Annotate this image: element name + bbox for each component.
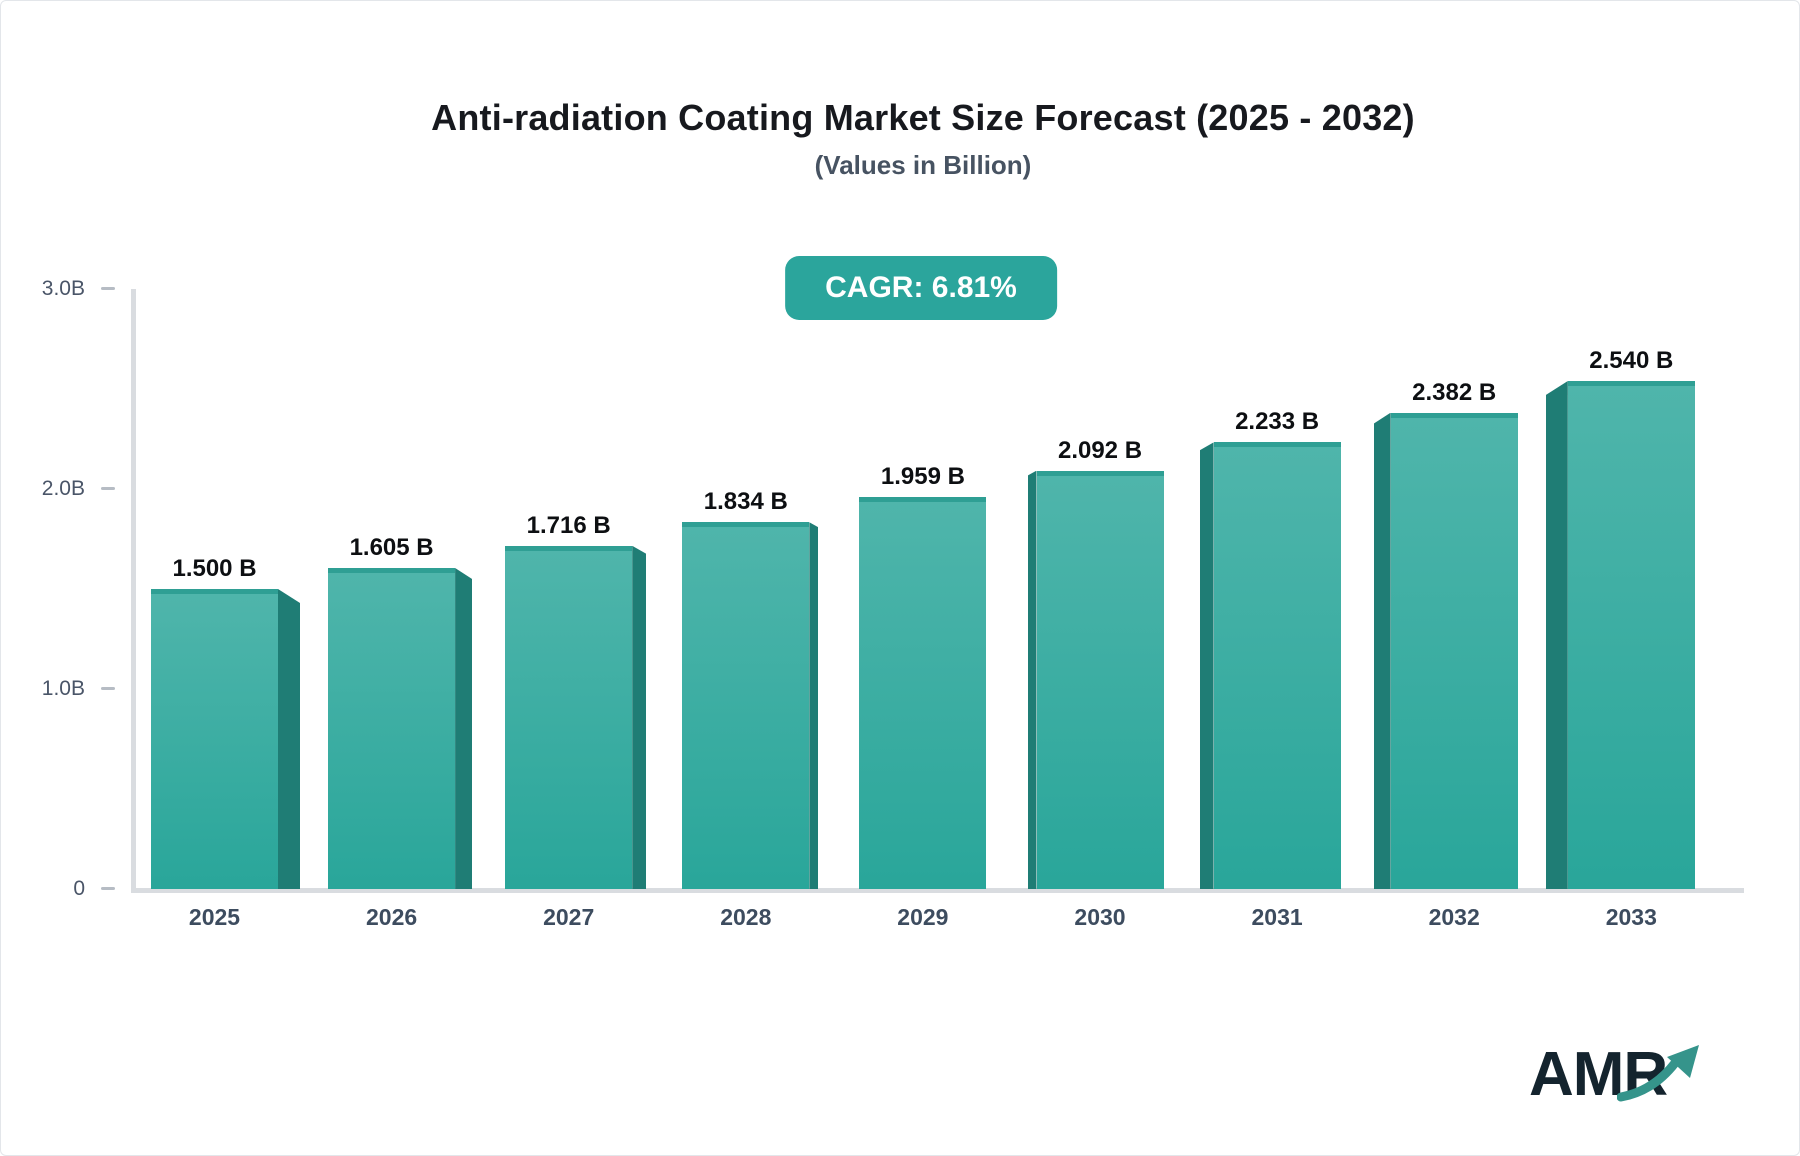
bar-side-2028 <box>809 522 819 889</box>
bar-side-2032 <box>1373 412 1391 889</box>
bar-value-label: 2.382 B <box>1412 378 1497 406</box>
y-axis-tick-mark <box>101 687 115 690</box>
bar-side-2025 <box>278 589 300 889</box>
growth-arrow-icon <box>1617 1045 1699 1102</box>
bar-2031 <box>1213 442 1341 889</box>
y-axis-tick-mark <box>101 487 115 490</box>
bar-2027 <box>505 545 633 889</box>
amr-logo: AMR <box>1529 1031 1729 1146</box>
x-axis-label: 2026 <box>366 904 418 930</box>
y-axis-tick-label: 1.0B <box>41 677 85 700</box>
bar-value-label: 1.959 B <box>880 463 965 491</box>
bar-2032 <box>1390 412 1518 889</box>
x-axis-label: 2027 <box>543 904 595 930</box>
bar-2030 <box>1036 470 1164 889</box>
bar-value-label: 1.834 B <box>703 488 788 516</box>
x-axis-line <box>131 888 1744 893</box>
bar-side-2026 <box>455 568 473 889</box>
bar-value-label: 1.716 B <box>526 511 611 539</box>
bar-side-2033 <box>1545 381 1568 889</box>
y-axis-line <box>131 289 136 889</box>
y-axis-tick-label: 2.0B <box>41 477 85 500</box>
x-axis-label: 2032 <box>1428 904 1480 930</box>
y-axis-tick-label: 3.0B <box>41 277 85 300</box>
bar-value-label: 1.500 B <box>172 555 257 582</box>
bar-side-2031 <box>1199 442 1214 889</box>
y-axis-tick-mark <box>101 887 115 890</box>
bar-value-label: 2.092 B <box>1057 436 1143 464</box>
bar-2028 <box>682 522 810 889</box>
bar-side-2027 <box>632 545 647 889</box>
bar-2025 <box>151 589 278 889</box>
x-axis-label: 2025 <box>188 904 241 930</box>
bar-side-2030 <box>1027 470 1037 889</box>
cagr-badge: CAGR: 6.81% <box>785 256 1057 320</box>
bar-2029 <box>859 497 987 889</box>
x-axis-label: 2033 <box>1605 904 1657 930</box>
x-axis-label: 2030 <box>1074 904 1126 930</box>
bar-2033 <box>1567 381 1695 889</box>
x-axis-label: 2029 <box>897 904 949 930</box>
bar-value-label: 2.233 B <box>1235 408 1320 436</box>
y-axis-tick-label: 0 <box>73 877 85 900</box>
x-axis-label: 2028 <box>720 904 772 930</box>
chart-subtitle: (Values in Billion) <box>814 150 1032 180</box>
chart-title: Anti-radiation Coating Market Size Forec… <box>431 97 1415 138</box>
amr-logo-text: AMR <box>1529 1040 1668 1109</box>
bar-2026 <box>328 568 456 889</box>
y-axis-tick-mark <box>101 287 115 290</box>
bar-value-label: 1.605 B <box>349 534 434 561</box>
bar-value-label: 2.540 B <box>1589 347 1674 374</box>
x-axis-label: 2031 <box>1251 904 1303 930</box>
